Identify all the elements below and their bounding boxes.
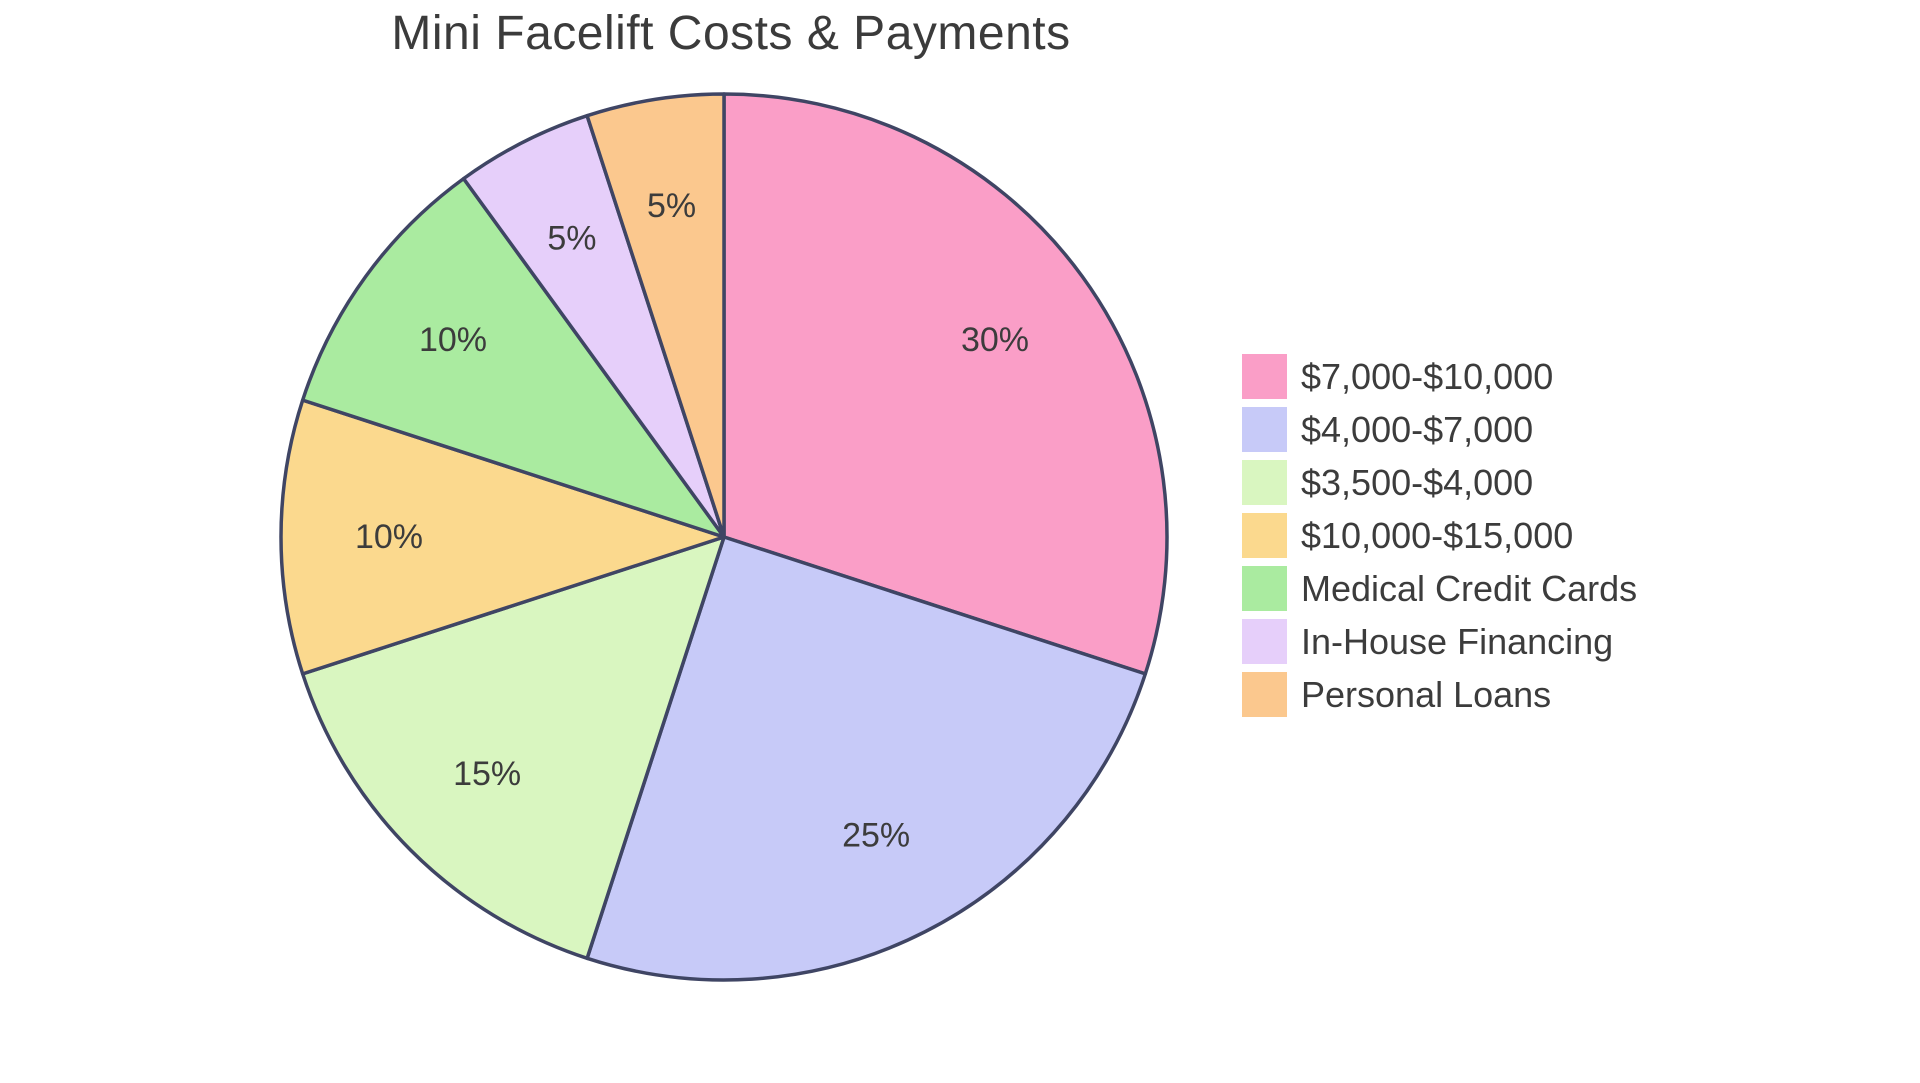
pie-label-medical-credit-cards: 10% — [419, 321, 487, 359]
legend-swatch-icon — [1242, 566, 1287, 611]
legend-label: In-House Financing — [1301, 621, 1614, 662]
pie-label-3500-4000: 15% — [453, 755, 521, 793]
legend-item-medical-credit-cards[interactable]: Medical Credit Cards — [1242, 566, 1637, 611]
legend-item-in-house-financing[interactable]: In-House Financing — [1242, 619, 1637, 664]
legend: $7,000-$10,000 $4,000-$7,000 $3,500-$4,0… — [1242, 354, 1637, 725]
legend-swatch-icon — [1242, 619, 1287, 664]
pie-label-personal-loans: 5% — [647, 187, 696, 225]
legend-swatch-icon — [1242, 407, 1287, 452]
legend-swatch-icon — [1242, 460, 1287, 505]
legend-item-7000-10000[interactable]: $7,000-$10,000 — [1242, 354, 1637, 399]
chart-title: Mini Facelift Costs & Payments — [391, 7, 1071, 60]
pie-label-in-house-financing: 5% — [547, 220, 596, 258]
legend-item-personal-loans[interactable]: Personal Loans — [1242, 672, 1637, 717]
pie-label-10000-15000: 10% — [355, 518, 423, 556]
legend-label: $10,000-$15,000 — [1301, 515, 1574, 556]
legend-label: Personal Loans — [1301, 674, 1552, 715]
pie-slice-7000-10000[interactable] — [722, 92, 1169, 676]
pie-slice-medical-credit-cards[interactable] — [300, 176, 726, 539]
legend-swatch-icon — [1242, 672, 1287, 717]
legend-swatch-icon — [1242, 354, 1287, 399]
pie-slice-10000-15000[interactable] — [279, 398, 726, 676]
pie-label-7000-10000: 30% — [961, 321, 1029, 359]
legend-item-4000-7000[interactable]: $4,000-$7,000 — [1242, 407, 1637, 452]
pie-label-4000-7000: 25% — [842, 817, 910, 855]
legend-label: $4,000-$7,000 — [1301, 409, 1534, 450]
legend-label: $7,000-$10,000 — [1301, 356, 1554, 397]
legend-label: Medical Credit Cards — [1301, 568, 1638, 609]
legend-item-3500-4000[interactable]: $3,500-$4,000 — [1242, 460, 1637, 505]
pie-slice-4000-7000[interactable] — [585, 535, 1148, 982]
pie-slice-3500-4000[interactable] — [300, 535, 726, 961]
legend-item-10000-15000[interactable]: $10,000-$15,000 — [1242, 513, 1637, 558]
legend-label: $3,500-$4,000 — [1301, 462, 1534, 503]
pie-slice-personal-loans[interactable] — [585, 92, 726, 539]
legend-swatch-icon — [1242, 513, 1287, 558]
